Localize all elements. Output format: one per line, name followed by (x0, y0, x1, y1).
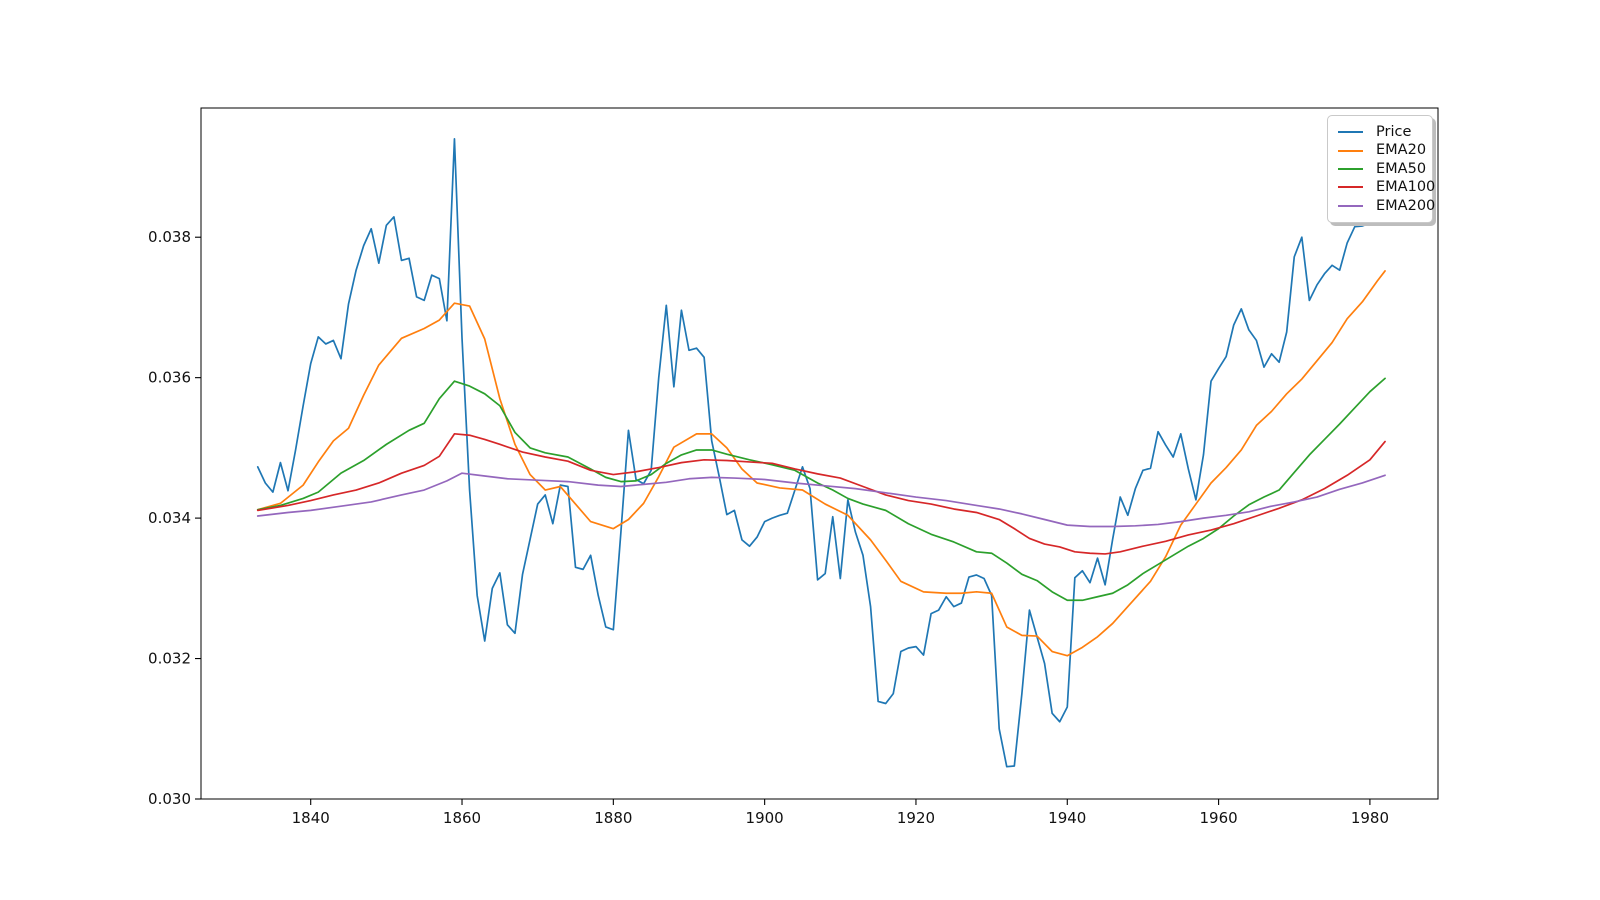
legend-line-swatch (1338, 186, 1363, 189)
chart-legend: Price EMA20 EMA50 EMA100 EMA200 (1327, 115, 1435, 223)
series-line-price (256, 138, 1386, 768)
x-tick-label: 1900 (746, 809, 784, 827)
x-tick-label: 1880 (594, 809, 632, 827)
x-tick-label: 1920 (897, 809, 935, 827)
series-line-ema100 (256, 432, 1386, 555)
legend-entry-ema20: EMA20 (1338, 141, 1426, 159)
legend-entry-ema200: EMA200 (1338, 197, 1435, 215)
x-tick-label: 1840 (292, 809, 330, 827)
y-tick-label: 0.034 (148, 509, 191, 527)
y-tick-label: 0.038 (148, 228, 191, 246)
series-line-ema200 (256, 472, 1386, 528)
legend-line-swatch (1338, 149, 1363, 152)
legend-line-swatch (1338, 168, 1363, 171)
x-tick-label: 1860 (443, 809, 481, 827)
axes-spines (200, 107, 1439, 800)
legend-label: EMA50 (1376, 160, 1427, 177)
legend-line-swatch (1338, 204, 1363, 207)
legend-entry-price: Price (1338, 123, 1420, 141)
y-tick-label: 0.032 (148, 650, 191, 668)
x-tick-label: 1960 (1199, 809, 1237, 827)
legend-label: EMA100 (1376, 179, 1436, 196)
legend-entry-ema100: EMA100 (1338, 178, 1435, 196)
legend-label: EMA200 (1376, 197, 1436, 214)
legend-line-swatch (1338, 131, 1363, 134)
series-line-ema20 (256, 270, 1386, 657)
legend-label: Price (1376, 123, 1412, 140)
legend-entry-ema50: EMA50 (1338, 160, 1426, 178)
y-tick-label: 0.030 (148, 790, 191, 808)
legend-label: EMA20 (1376, 142, 1427, 159)
y-tick-label: 0.036 (148, 369, 191, 387)
x-tick-label: 1940 (1048, 809, 1086, 827)
x-tick-label: 1980 (1351, 809, 1389, 827)
